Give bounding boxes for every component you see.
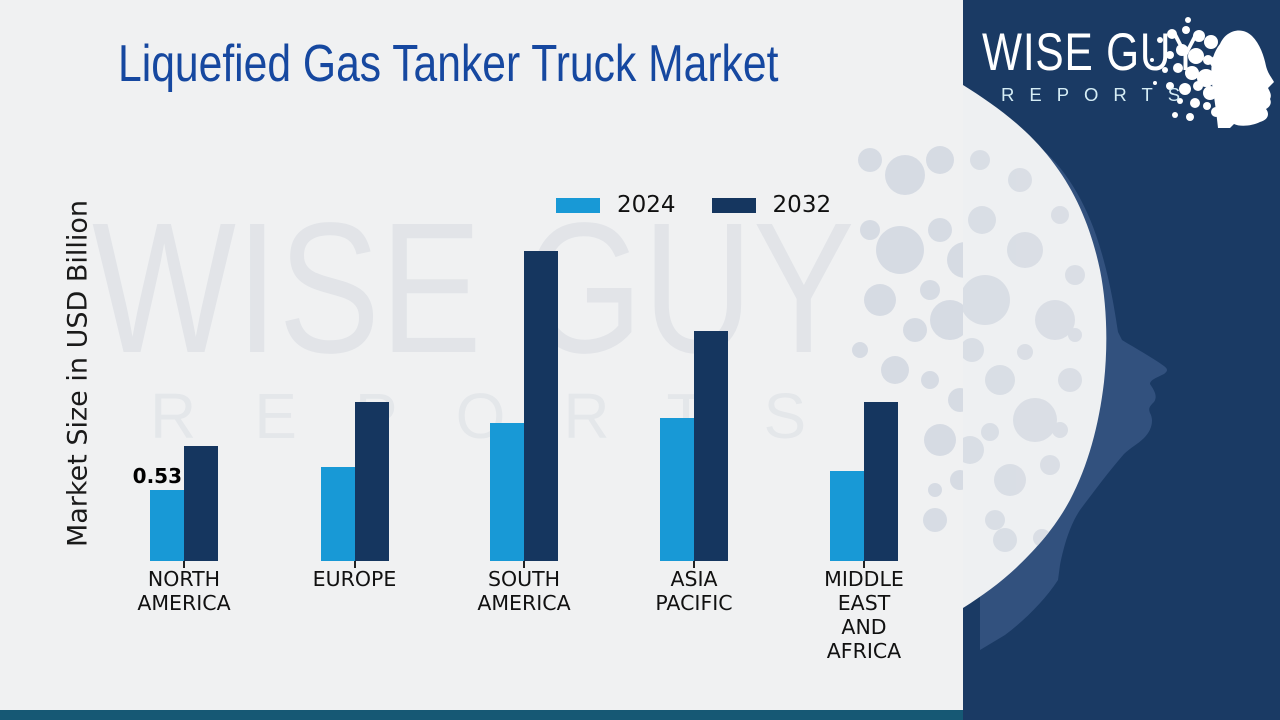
logo-sub-text: REPORTS <box>1001 84 1196 105</box>
bar-2024-middle-east-and-africa <box>830 471 864 561</box>
legend-label-2032: 2032 <box>772 192 832 218</box>
legend-swatch-2024 <box>556 197 600 213</box>
brand-panel <box>852 0 1280 720</box>
bottom-accent-bar <box>0 710 1280 720</box>
chart-title: Liquefied Gas Tanker Truck Market <box>118 35 779 93</box>
legend-item-2024: 2024 <box>556 192 676 218</box>
legend-item-2032: 2032 <box>711 192 832 218</box>
legend-swatch-2032 <box>711 197 756 213</box>
logo-head-icon <box>1211 30 1274 128</box>
bar-2032-asia-pacific <box>694 331 728 561</box>
bar-2024-europe <box>320 467 355 561</box>
moon-blotches <box>963 150 1085 552</box>
bar-2032-south-america <box>524 251 558 561</box>
bar-2024-north-america <box>150 490 184 561</box>
x-axis-tick <box>183 561 185 568</box>
legend: 2024 2032 <box>556 192 831 218</box>
x-axis-label: SOUTH AMERICA <box>477 567 571 615</box>
y-axis-label: Market Size in USD Billion <box>62 199 94 548</box>
bar-2032-middle-east-and-africa <box>864 402 898 561</box>
x-axis-tick <box>523 561 525 568</box>
bar-2024-south-america <box>490 423 524 561</box>
x-axis-tick <box>353 561 356 568</box>
bar-2024-asia-pacific <box>660 418 694 561</box>
bar-2032-north-america <box>184 446 218 561</box>
logo-dissolve-dots <box>1150 17 1222 121</box>
bar-value-label: 0.53 <box>132 463 183 488</box>
logo-brand-text: WISE GUY <box>982 23 1201 82</box>
legend-label-2024: 2024 <box>617 192 676 218</box>
x-axis-tick <box>693 561 695 568</box>
x-axis-label: EUROPE <box>312 567 397 591</box>
x-axis-label: NORTH AMERICA <box>137 567 231 615</box>
x-axis-label: MIDDLE EAST AND AFRICA <box>824 567 904 663</box>
bar-2032-europe <box>354 402 389 561</box>
x-axis-label: ASIA PACIFIC <box>655 567 733 615</box>
x-axis-tick <box>863 561 865 568</box>
